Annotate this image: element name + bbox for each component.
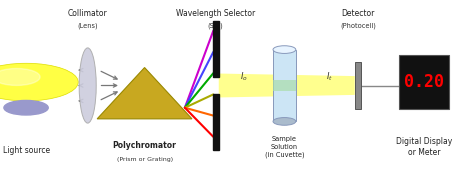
Ellipse shape (4, 100, 48, 115)
Bar (212, 21, 219, 77)
Text: (Prism or Grating): (Prism or Grating) (117, 156, 173, 162)
Text: Digital Display
or Meter: Digital Display or Meter (396, 137, 452, 157)
Circle shape (0, 68, 40, 85)
Polygon shape (219, 74, 355, 97)
Text: Polychromator: Polychromator (113, 141, 176, 150)
Bar (273, 80, 296, 91)
Ellipse shape (273, 118, 296, 125)
Text: (Lens): (Lens) (77, 22, 98, 29)
Text: (Photocell): (Photocell) (340, 22, 376, 29)
Text: (Slit): (Slit) (208, 22, 224, 29)
Text: Collimator: Collimator (68, 9, 108, 18)
Text: $I_t$: $I_t$ (326, 71, 333, 83)
Text: 0.20: 0.20 (404, 73, 444, 91)
Text: Sample
Solution
(in Cuvette): Sample Solution (in Cuvette) (264, 136, 304, 158)
FancyBboxPatch shape (399, 55, 449, 109)
Bar (212, 94, 219, 150)
Ellipse shape (79, 48, 96, 123)
Text: $I_o$: $I_o$ (240, 71, 248, 83)
Text: Wavelength Selector: Wavelength Selector (176, 9, 255, 18)
Bar (273, 50, 296, 121)
Text: Light source: Light source (2, 146, 50, 155)
Ellipse shape (273, 46, 296, 53)
Bar (355, 62, 361, 109)
Polygon shape (97, 68, 192, 119)
Text: Detector: Detector (341, 9, 374, 18)
Circle shape (0, 63, 78, 101)
